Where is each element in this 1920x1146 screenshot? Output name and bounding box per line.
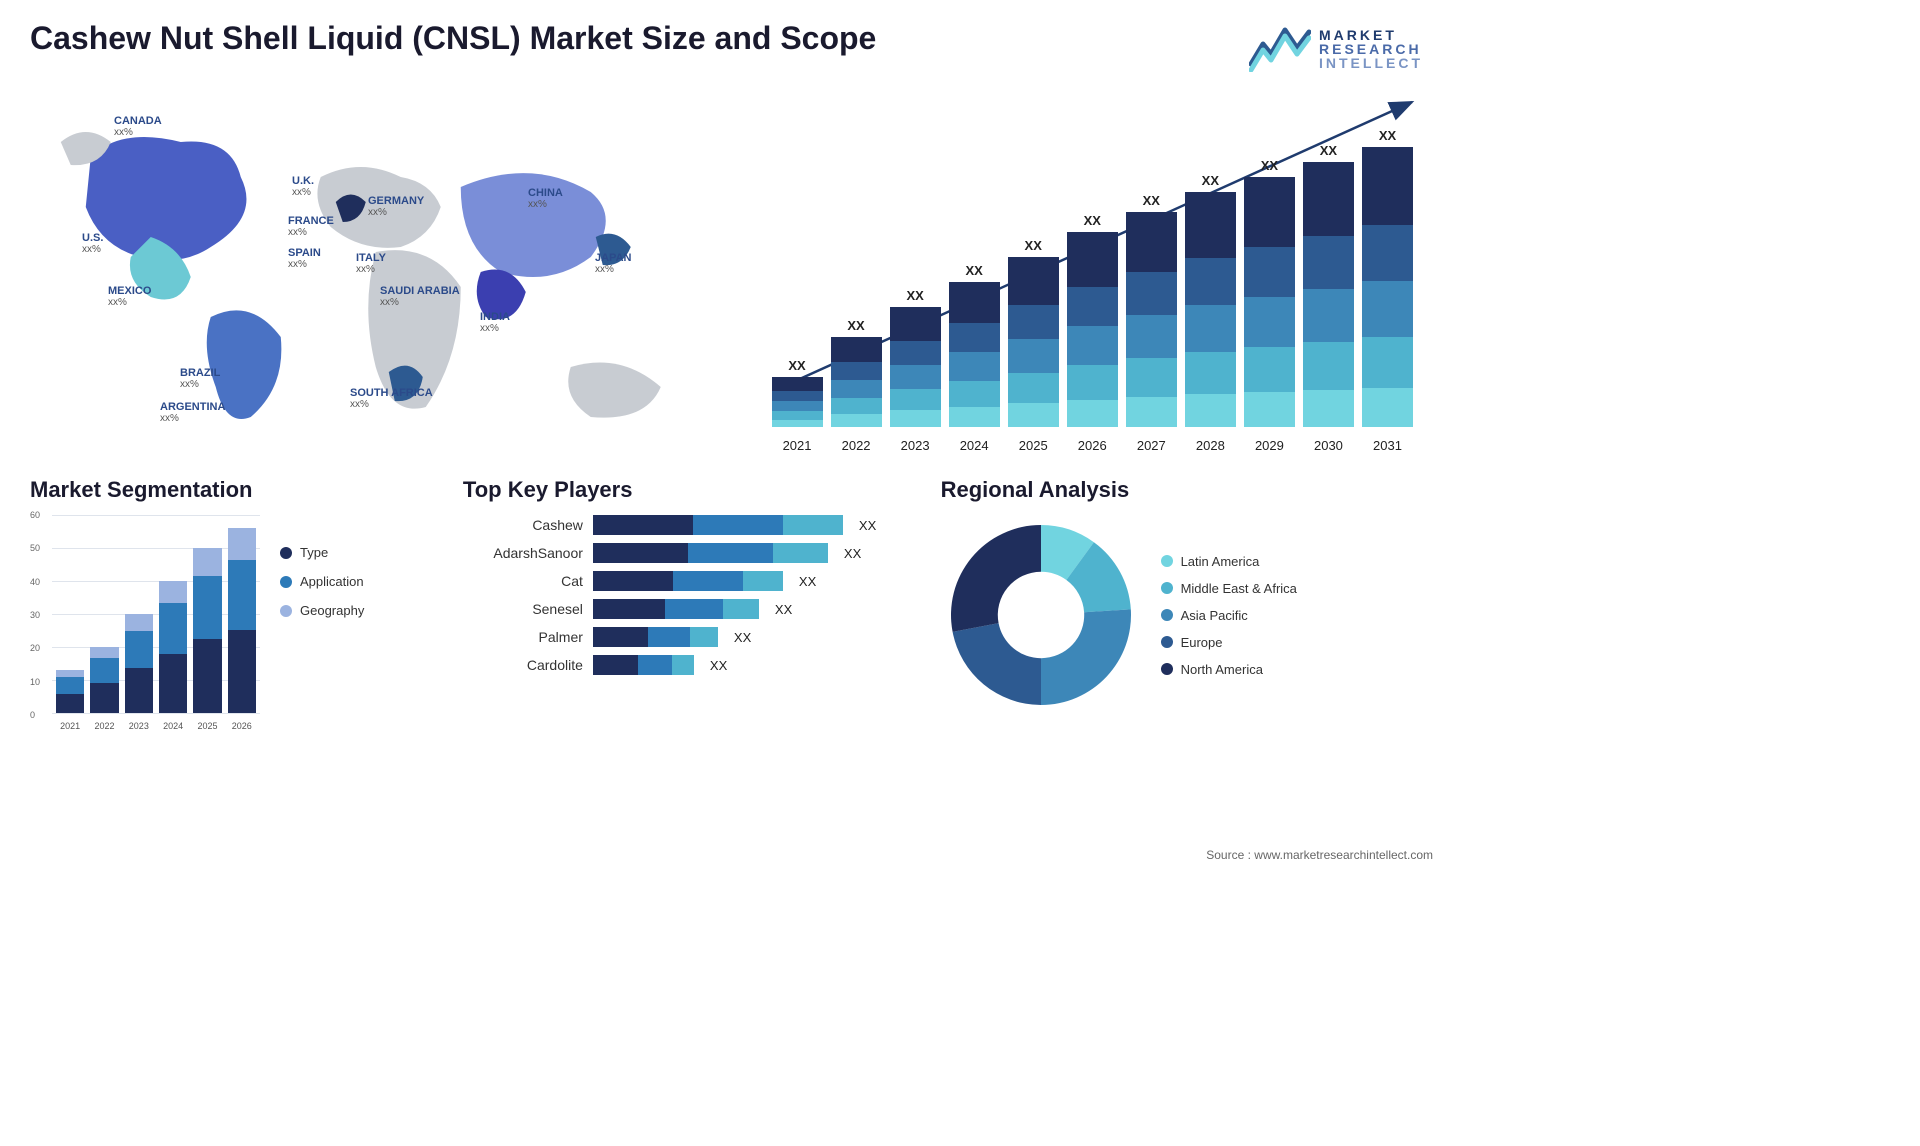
logo-text-3: INTELLECT [1319,56,1423,70]
brand-logo: MARKET RESEARCH INTELLECT [1249,20,1423,77]
legend-item: Application [280,574,364,589]
donut-slice [952,623,1040,705]
seg-xlabel: 2023 [125,721,153,731]
main-bar: XX [890,288,941,427]
main-bar: XX [1303,143,1354,427]
main-xlabel: 2026 [1067,438,1118,453]
logo-text-1: MARKET [1319,28,1423,42]
main-bar: XX [772,358,823,427]
page-title: Cashew Nut Shell Liquid (CNSL) Market Si… [30,20,876,57]
main-xlabel: 2022 [831,438,882,453]
logo-text-2: RESEARCH [1319,42,1423,56]
player-row: CatXX [463,571,911,591]
map-label: MEXICOxx% [108,285,151,308]
regional-panel: Regional Analysis Latin America Middle Ea… [941,477,1433,735]
player-row: SeneselXX [463,599,911,619]
seg-bar [193,548,221,713]
regional-donut [941,515,1141,715]
legend-item: Asia Pacific [1161,608,1297,623]
player-row: CashewXX [463,515,911,535]
logo-icon [1249,20,1311,77]
main-bar: XX [1362,128,1413,427]
map-label: GERMANYxx% [368,195,424,218]
seg-xlabel: 2024 [159,721,187,731]
segmentation-chart: 0102030405060 202120222023202420252026 [30,515,260,735]
main-xlabel: 2030 [1303,438,1354,453]
segmentation-title: Market Segmentation [30,477,433,503]
main-bar: XX [1244,158,1295,427]
main-xlabel: 2027 [1126,438,1177,453]
seg-xlabel: 2021 [56,721,84,731]
map-label: CANADAxx% [114,115,162,138]
legend-item: Latin America [1161,554,1297,569]
seg-bar [228,528,256,713]
world-map: CANADAxx% U.S.xx% MEXICOxx% BRAZILxx% ARGENT… [30,87,712,467]
player-row: CardoliteXX [463,655,911,675]
seg-bar [56,670,84,713]
player-row: AdarshSanoorXX [463,543,911,563]
players-panel: Top Key Players CashewXXAdarshSanoorXXCa… [463,477,911,735]
map-label: U.S.xx% [82,232,103,255]
donut-slice [951,525,1041,632]
legend-item: Geography [280,603,364,618]
main-bar: XX [831,318,882,427]
legend-item: Middle East & Africa [1161,581,1297,596]
seg-xlabel: 2025 [193,721,221,731]
players-chart: CashewXX AdarshSanoorXX CatXX SeneselXX Palm… [463,515,911,675]
main-bar: XX [1067,213,1118,427]
player-row: PalmerXX [463,627,911,647]
main-bar: XX [1185,173,1236,427]
main-xlabel: 2021 [772,438,823,453]
map-label: CHINAxx% [528,187,563,210]
regional-title: Regional Analysis [941,477,1433,503]
map-label: ITALYxx% [356,252,386,275]
map-label: SOUTH AFRICAxx% [350,387,433,410]
main-xlabel: 2028 [1185,438,1236,453]
main-xlabel: 2024 [949,438,1000,453]
main-xlabel: 2031 [1362,438,1413,453]
seg-bar [90,647,118,713]
seg-bar [159,581,187,713]
seg-bar [125,614,153,713]
main-xlabel: 2025 [1008,438,1059,453]
segmentation-legend: Type Application Geography [280,515,364,735]
seg-xlabel: 2026 [228,721,256,731]
map-label: SAUDI ARABIAxx% [380,285,460,308]
legend-item: Type [280,545,364,560]
main-bar: XX [949,263,1000,427]
donut-slice [1041,609,1131,705]
map-label: U.K.xx% [292,175,314,198]
map-label: BRAZILxx% [180,367,220,390]
map-label: INDIAxx% [480,311,510,334]
legend-item: Europe [1161,635,1297,650]
map-label: ARGENTINAxx% [160,401,225,424]
map-label: JAPANxx% [595,252,631,275]
regional-legend: Latin America Middle East & Africa Asia Pa… [1161,554,1297,677]
main-xlabel: 2029 [1244,438,1295,453]
players-title: Top Key Players [463,477,911,503]
main-bar: XX [1126,193,1177,427]
source-label: Source : www.marketresearchintellect.com [1206,848,1433,862]
map-label: FRANCExx% [288,215,334,238]
map-label: SPAINxx% [288,247,321,270]
main-growth-chart: XXXXXXXXXXXXXXXXXXXXXX 20212022202320242… [752,87,1434,467]
segmentation-panel: Market Segmentation 0102030405060 202120… [30,477,433,735]
legend-item: North America [1161,662,1297,677]
main-bar: XX [1008,238,1059,427]
seg-xlabel: 2022 [90,721,118,731]
main-xlabel: 2023 [890,438,941,453]
